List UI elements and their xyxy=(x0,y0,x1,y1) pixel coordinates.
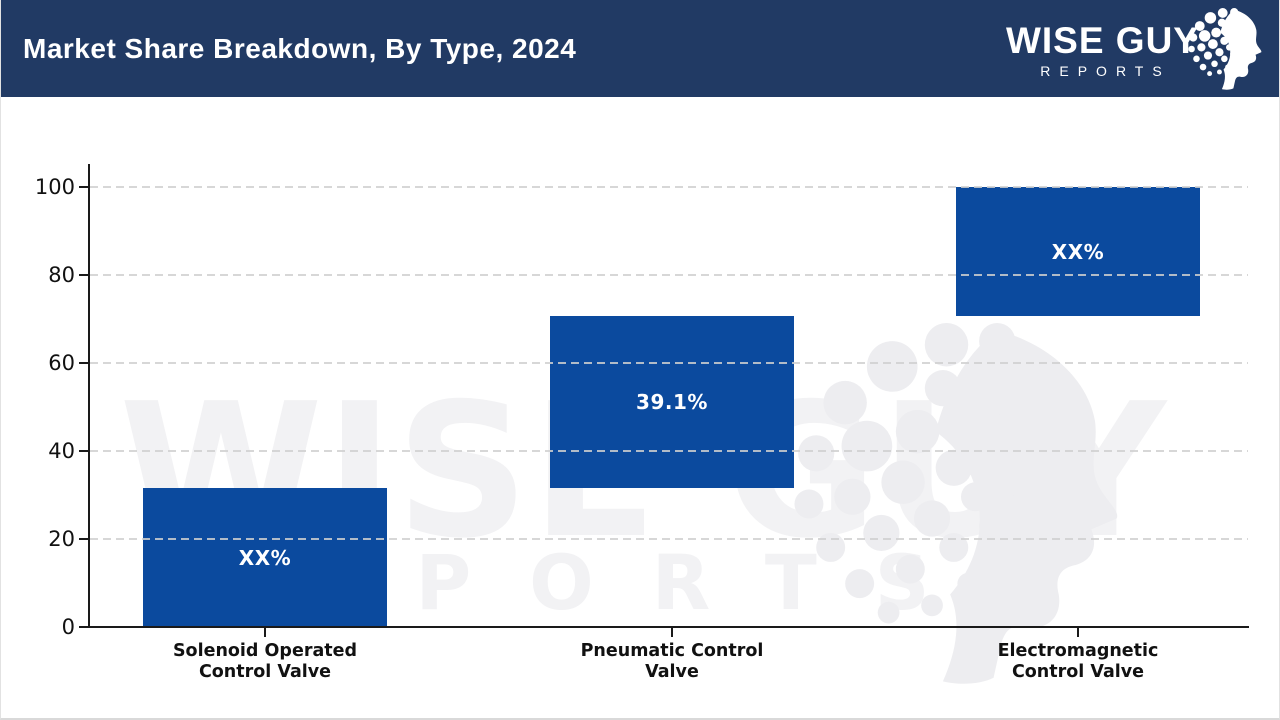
x-axis-spine xyxy=(88,626,1249,628)
y-tickmark-100 xyxy=(79,186,88,188)
gridline-40 xyxy=(90,450,1248,452)
y-tick-label-60: 60 xyxy=(48,351,75,375)
y-tickmark-40 xyxy=(79,450,88,452)
y-tickmark-80 xyxy=(79,274,88,276)
x-tickmark-3 xyxy=(1077,628,1079,637)
x-tick-label-1: Solenoid Operated Control Valve xyxy=(105,641,425,683)
bar-1 xyxy=(143,488,387,627)
x-tickmark-2 xyxy=(671,628,673,637)
y-axis-spine xyxy=(88,164,90,628)
wiseguy-face-icon xyxy=(1188,8,1262,90)
y-tickmark-0 xyxy=(79,626,88,628)
x-tick-label-3: Electromagnetic Control Valve xyxy=(918,641,1238,683)
x-tick-label-line: Control Valve xyxy=(1011,662,1145,682)
y-tick-label-100: 100 xyxy=(34,175,75,199)
x-tick-label-2: Pneumatic Control Valve xyxy=(512,641,832,683)
bar-label-3: XX% xyxy=(1051,239,1105,264)
chart-area: WISE GUY REPORTS XX% 39.1% XX% 0 20 40 60 80 100… xyxy=(1,97,1279,718)
x-tick-label-line: Solenoid Operated xyxy=(172,641,358,661)
x-tick-label-line: Electromagnetic xyxy=(997,641,1159,661)
page-title: Market Share Breakdown, By Type, 2024 xyxy=(23,33,577,64)
y-tickmark-60 xyxy=(79,362,88,364)
bar-label-2: 39.1% xyxy=(636,390,708,415)
y-tickmark-20 xyxy=(79,538,88,540)
bar-label-1: XX% xyxy=(238,545,292,570)
y-tick-label-0: 0 xyxy=(61,615,75,639)
x-tickmark-1 xyxy=(264,628,266,637)
y-tick-label-80: 80 xyxy=(48,263,75,287)
logo-wordmark: WISE GUY xyxy=(1005,19,1199,61)
bar-2 xyxy=(550,316,794,489)
y-tick-label-20: 20 xyxy=(48,527,75,551)
gridline-60 xyxy=(90,362,1248,364)
wiseguy-logo-text: WISE GUY REPORTS xyxy=(1006,20,1199,79)
gridline-80 xyxy=(90,274,1248,276)
logo-subtitle: REPORTS xyxy=(1040,62,1171,79)
x-tick-label-line: Valve xyxy=(645,662,699,682)
gridline-100 xyxy=(90,186,1248,188)
y-tick-label-40: 40 xyxy=(48,439,75,463)
wiseguy-logo: WISE GUY REPORTS xyxy=(1006,7,1267,91)
x-tick-label-line: Pneumatic Control xyxy=(580,641,764,661)
gridline-20 xyxy=(90,538,1248,540)
x-tick-label-line: Control Valve xyxy=(198,662,332,682)
bar-3 xyxy=(956,187,1200,317)
header-band: Market Share Breakdown, By Type, 2024 WI… xyxy=(1,0,1279,97)
watermark-face-icon xyxy=(794,323,1118,684)
